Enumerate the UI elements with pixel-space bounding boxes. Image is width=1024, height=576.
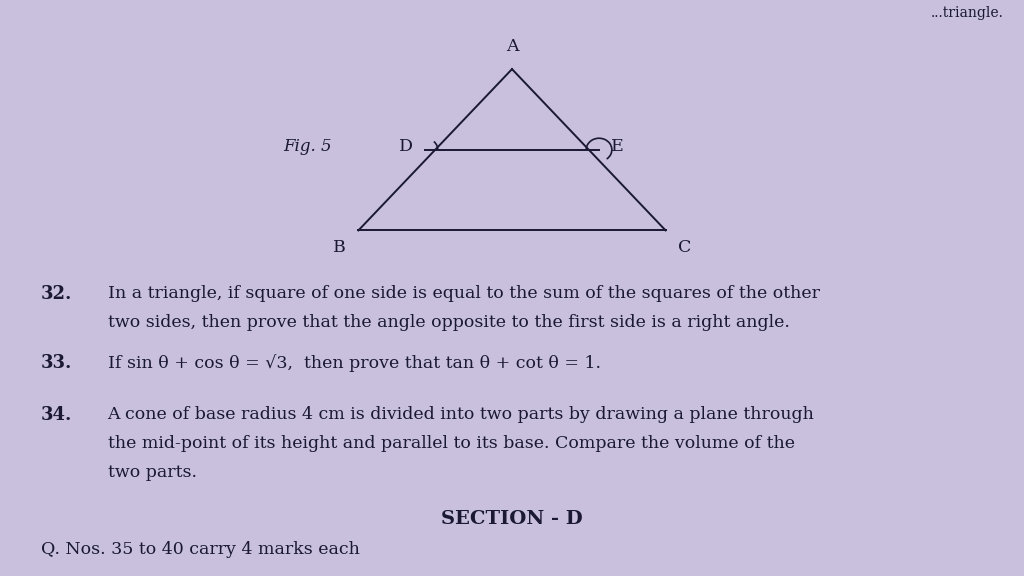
Text: 33.: 33. [41, 354, 73, 372]
Text: 34.: 34. [41, 406, 73, 424]
Text: In a triangle, if square of one side is equal to the sum of the squares of the o: In a triangle, if square of one side is … [108, 285, 819, 302]
Text: B: B [334, 239, 346, 256]
Text: two parts.: two parts. [108, 464, 197, 481]
Text: D: D [398, 138, 413, 156]
Text: two sides, then prove that the angle opposite to the first side is a right angle: two sides, then prove that the angle opp… [108, 314, 790, 331]
Text: Q. Nos. 35 to 40 carry 4 marks each: Q. Nos. 35 to 40 carry 4 marks each [41, 541, 359, 559]
Text: 32.: 32. [41, 285, 73, 303]
Text: SECTION - D: SECTION - D [441, 510, 583, 528]
Text: ...triangle.: ...triangle. [931, 6, 1004, 20]
Text: A: A [506, 37, 518, 55]
Text: A cone of base radius 4 cm is divided into two parts by drawing a plane through: A cone of base radius 4 cm is divided in… [108, 406, 814, 423]
Text: Fig. 5: Fig. 5 [283, 138, 332, 156]
Text: the mid-point of its height and parallel to its base. Compare the volume of the: the mid-point of its height and parallel… [108, 435, 795, 452]
Text: E: E [611, 138, 624, 156]
Text: C: C [678, 239, 691, 256]
Text: If sin θ + cos θ = √3,  then prove that tan θ + cot θ = 1.: If sin θ + cos θ = √3, then prove that t… [108, 354, 600, 372]
